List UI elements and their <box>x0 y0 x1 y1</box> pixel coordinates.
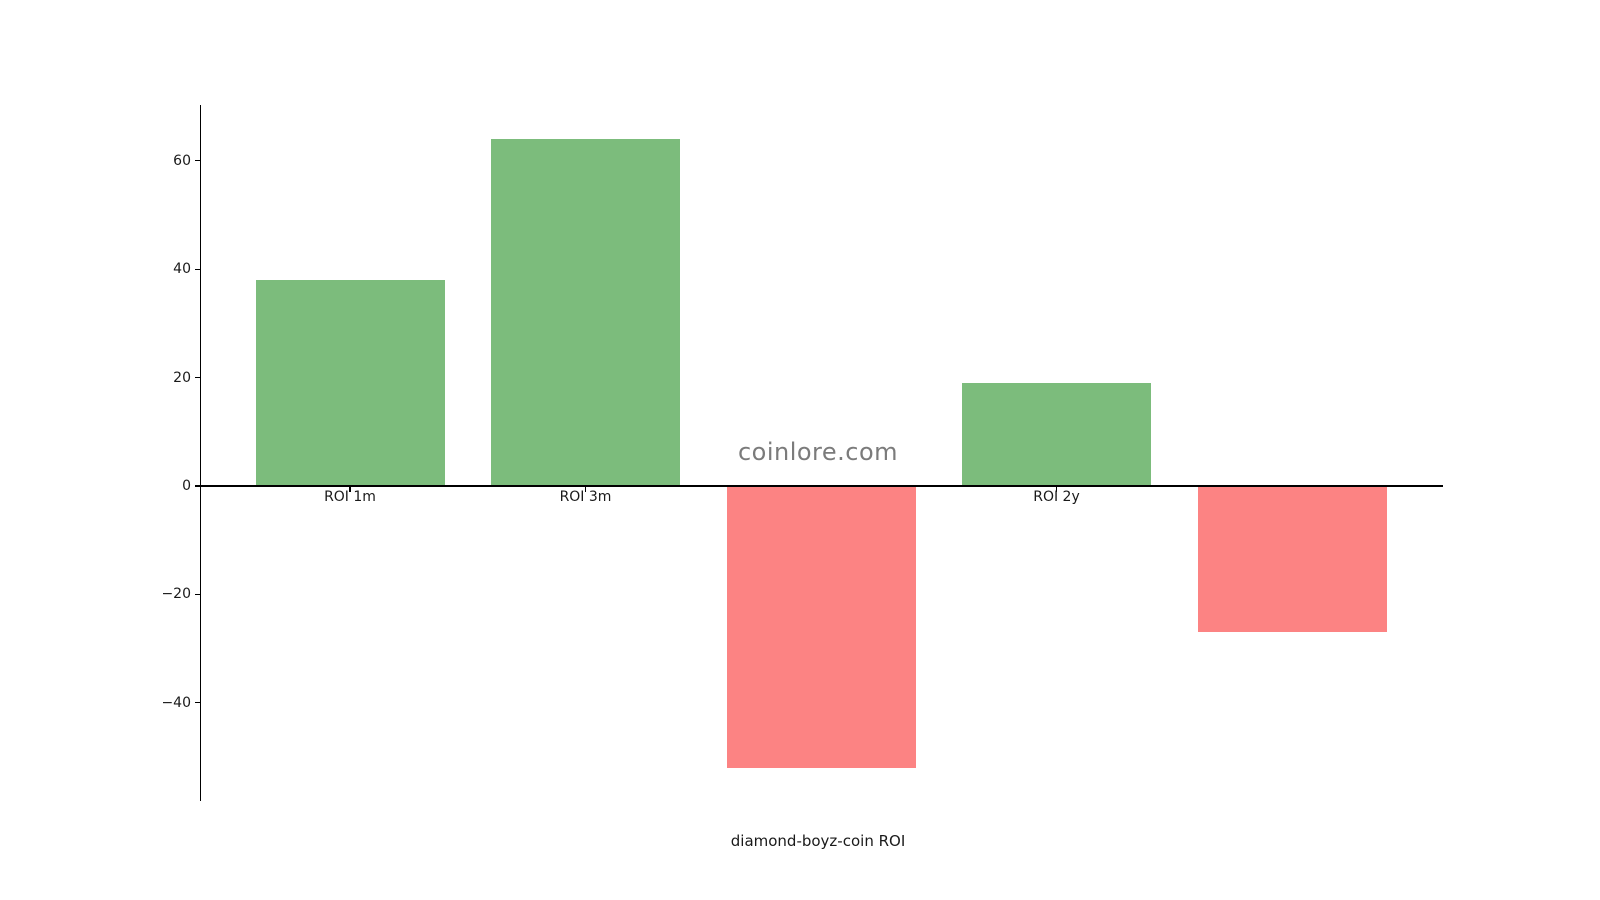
y-tick-label: 0 <box>182 478 191 494</box>
bar-3 <box>726 486 916 768</box>
watermark-text: coinlore.com <box>737 438 899 466</box>
y-tick-label: 20 <box>173 369 191 386</box>
y-tick-mark <box>195 268 200 270</box>
y-tick-label: −40 <box>161 694 191 711</box>
bar-roi-1m <box>255 280 445 486</box>
y-tick-mark <box>195 702 200 704</box>
y-axis-spine <box>200 105 202 801</box>
x-tick-mark <box>1055 486 1058 492</box>
y-tick-mark <box>195 593 200 596</box>
y-tick-mark <box>195 160 200 162</box>
y-tick-mark <box>195 485 200 487</box>
y-tick-label: −20 <box>161 586 191 603</box>
chart-title: diamond-boyz-coin ROI <box>730 832 906 850</box>
x-tick-mark <box>349 486 351 492</box>
x-tick-label: ROI 1m <box>324 488 376 505</box>
x-tick-label: ROI 2y <box>1033 488 1080 505</box>
x-tick-mark <box>584 486 587 492</box>
bar-roi-2y <box>962 383 1151 486</box>
y-tick-label: 60 <box>173 152 191 169</box>
x-tick-label: ROI 3m <box>559 488 612 505</box>
bar-5 <box>1197 486 1387 633</box>
bar-roi-3m <box>491 139 680 486</box>
y-tick-mark <box>195 377 200 379</box>
y-tick-label: 40 <box>173 261 191 278</box>
x-axis-zero-line <box>200 485 1443 487</box>
